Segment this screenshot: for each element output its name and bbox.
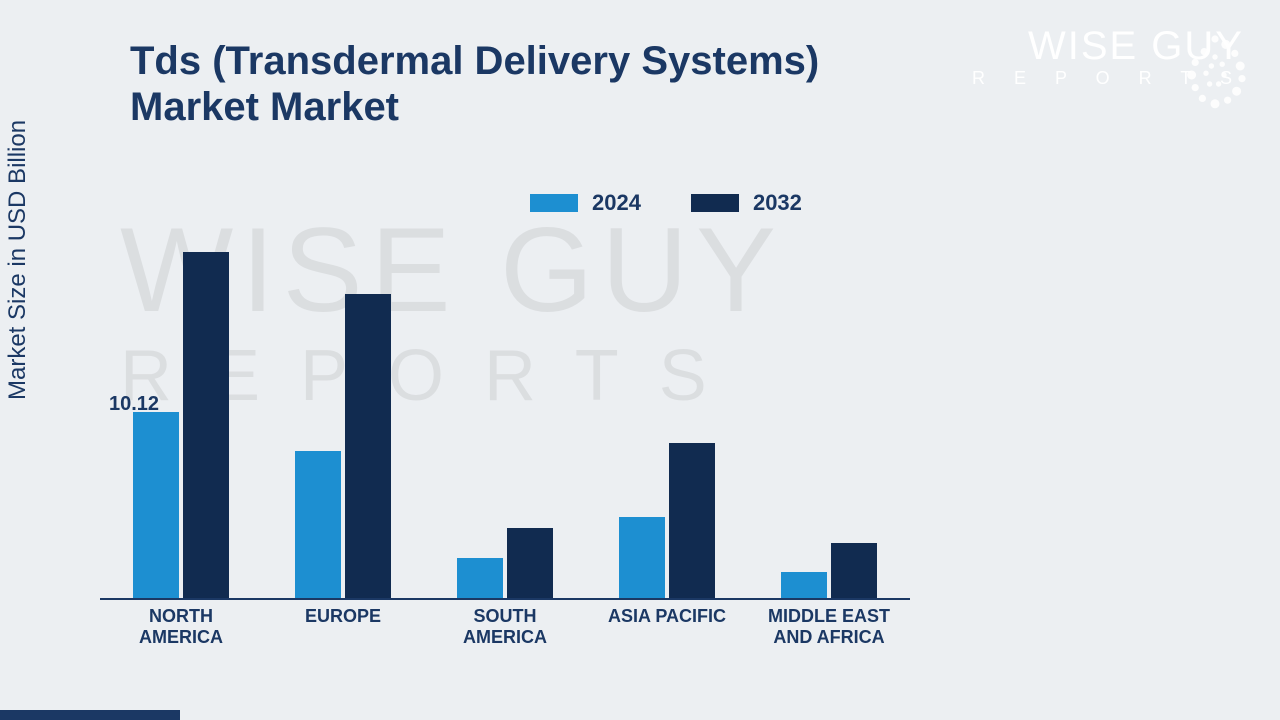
logo-line1: WISE GUY — [972, 26, 1244, 66]
legend-item: 2032 — [691, 190, 802, 216]
bar-group: SOUTH AMERICA — [424, 230, 586, 598]
bar-groups: 10.12NORTH AMERICAEUROPESOUTH AMERICAASI… — [100, 230, 910, 598]
bar-group: EUROPE — [262, 230, 424, 598]
bar — [619, 517, 665, 598]
bar-pair — [295, 294, 391, 598]
x-axis-category-label: SOUTH AMERICA — [435, 606, 575, 647]
y-axis-label: Market Size in USD Billion — [4, 120, 32, 400]
logo-line2: R E P O R T S — [972, 68, 1244, 89]
bar-group: MIDDLE EAST AND AFRICA — [748, 230, 910, 598]
legend-swatch — [691, 194, 739, 212]
bar — [457, 558, 503, 598]
x-axis-baseline — [100, 598, 910, 600]
x-axis-category-label: EUROPE — [273, 606, 413, 627]
bar-pair — [781, 543, 877, 598]
bar-pair — [457, 528, 553, 598]
bottom-accent-bar — [0, 710, 180, 720]
brand-logo: WISE GUY R E P O R T S — [972, 26, 1244, 89]
bar — [507, 528, 553, 598]
bar-group: 10.12NORTH AMERICA — [100, 230, 262, 598]
bar — [133, 412, 179, 598]
x-axis-category-label: NORTH AMERICA — [111, 606, 251, 647]
legend-label: 2024 — [592, 190, 641, 216]
chart-title: Tds (Transdermal Delivery Systems) Marke… — [130, 38, 850, 130]
chart-plot-area: 10.12NORTH AMERICAEUROPESOUTH AMERICAASI… — [100, 230, 910, 600]
bar — [345, 294, 391, 598]
bar — [183, 252, 229, 598]
legend-item: 2024 — [530, 190, 641, 216]
x-axis-category-label: MIDDLE EAST AND AFRICA — [759, 606, 899, 647]
bar-value-label: 10.12 — [109, 393, 159, 416]
legend-swatch — [530, 194, 578, 212]
bar — [295, 451, 341, 598]
bar — [669, 443, 715, 598]
bar-pair — [619, 443, 715, 598]
chart-legend: 2024 2032 — [530, 190, 802, 216]
page: WISE GUY REPORTS WISE GUY R E P O R T S … — [0, 0, 1280, 720]
bar — [831, 543, 877, 598]
bar — [781, 572, 827, 598]
bar-pair — [133, 252, 229, 598]
x-axis-category-label: ASIA PACIFIC — [597, 606, 737, 627]
bar-group: ASIA PACIFIC — [586, 230, 748, 598]
legend-label: 2032 — [753, 190, 802, 216]
